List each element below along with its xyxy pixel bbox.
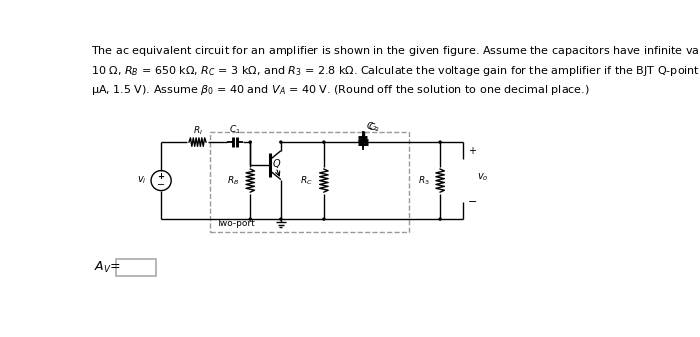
Circle shape [280,218,282,220]
Text: $C_2$: $C_2$ [367,121,378,133]
Circle shape [439,218,441,220]
Text: $R_C$: $R_C$ [300,174,313,187]
Circle shape [360,141,362,143]
Text: Q: Q [273,159,280,170]
Text: $v_i$: $v_i$ [136,175,146,186]
Circle shape [439,141,441,143]
Text: −: − [157,180,165,190]
Text: The ac equivalent circuit for an amplifier is shown in the given figure. Assume : The ac equivalent circuit for an amplifi… [90,44,700,97]
Text: $R_3$: $R_3$ [417,174,429,187]
Text: $R_B$: $R_B$ [228,174,239,187]
Text: +: + [468,146,476,156]
Text: $C_2$: $C_2$ [368,122,379,134]
Circle shape [249,141,251,143]
Circle shape [323,218,325,220]
Text: +: + [158,172,164,181]
Circle shape [323,141,325,143]
Text: −: − [468,197,477,207]
Text: $A_V$=: $A_V$= [94,260,120,275]
Circle shape [280,141,282,143]
Circle shape [249,218,251,220]
Text: Two-port: Two-port [216,219,255,227]
Text: $R_I$: $R_I$ [193,125,202,137]
Text: $C_1$: $C_1$ [229,123,241,135]
Text: $v_o$: $v_o$ [477,171,489,183]
